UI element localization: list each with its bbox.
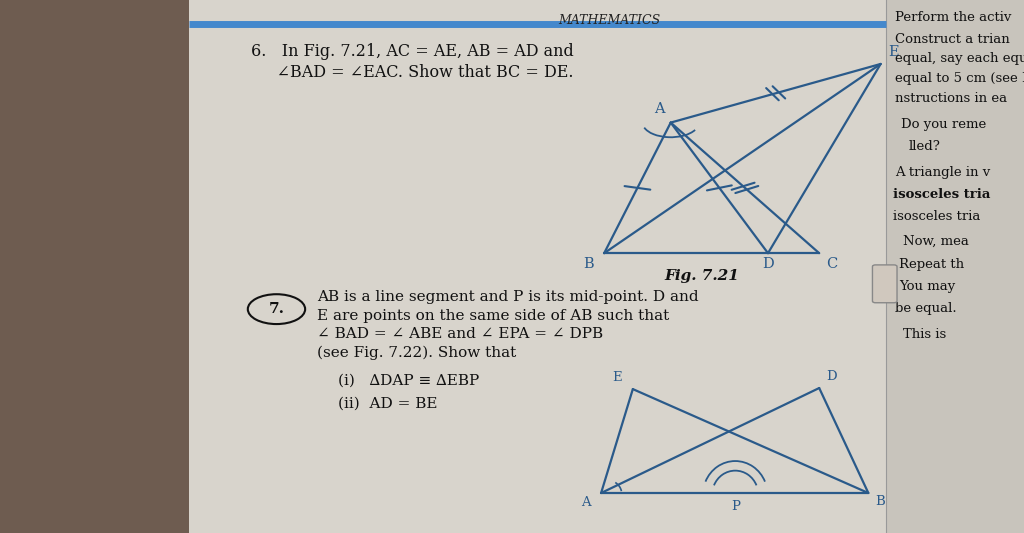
Text: ∠BAD = ∠EAC. Show that BC = DE.: ∠BAD = ∠EAC. Show that BC = DE. <box>251 64 573 82</box>
Text: E: E <box>612 371 622 384</box>
Text: equal, say each equa: equal, say each equa <box>895 52 1024 66</box>
Text: Perform the activ: Perform the activ <box>895 11 1012 25</box>
Text: A triangle in v: A triangle in v <box>895 166 990 179</box>
FancyBboxPatch shape <box>0 0 195 533</box>
Text: P: P <box>731 499 740 513</box>
Text: Now, mea: Now, mea <box>903 235 969 248</box>
Text: E are points on the same side of AB such that: E are points on the same side of AB such… <box>317 309 670 323</box>
Text: Fig. 7.21: Fig. 7.21 <box>664 269 739 283</box>
Text: lled?: lled? <box>908 140 940 154</box>
Text: D: D <box>826 370 837 383</box>
Text: AB is a line segment and P is its mid-point. D and: AB is a line segment and P is its mid-po… <box>317 290 699 304</box>
Text: E: E <box>888 45 898 59</box>
Text: nstructions in ea: nstructions in ea <box>895 92 1007 105</box>
FancyBboxPatch shape <box>189 0 886 533</box>
Text: B: B <box>584 257 594 271</box>
Text: B: B <box>876 495 886 508</box>
Text: ∠ BAD = ∠ ABE and ∠ EPA = ∠ DPB: ∠ BAD = ∠ ABE and ∠ EPA = ∠ DPB <box>317 327 603 342</box>
Text: This is: This is <box>903 328 946 342</box>
Text: (see Fig. 7.22). Show that: (see Fig. 7.22). Show that <box>317 346 517 360</box>
Text: equal to 5 cm (see F: equal to 5 cm (see F <box>895 72 1024 85</box>
Text: A: A <box>654 102 665 116</box>
Text: A: A <box>581 496 590 510</box>
Text: You may: You may <box>899 280 955 293</box>
Text: C: C <box>826 257 838 271</box>
Text: D: D <box>762 257 773 271</box>
Text: 7.: 7. <box>268 302 285 316</box>
Text: MATHEMATICS: MATHEMATICS <box>558 14 660 27</box>
Text: be equal.: be equal. <box>895 302 956 316</box>
Text: (i)   ∆DAP ≡ ∆EBP: (i) ∆DAP ≡ ∆EBP <box>338 374 479 388</box>
Text: (ii)  AD = BE: (ii) AD = BE <box>338 397 437 411</box>
Text: isosceles tria: isosceles tria <box>893 188 990 201</box>
Text: Do you reme: Do you reme <box>901 118 986 131</box>
FancyBboxPatch shape <box>886 0 1024 533</box>
Text: isosceles tria: isosceles tria <box>893 209 980 223</box>
Text: 6.   In Fig. 7.21, AC = AE, AB = AD and: 6. In Fig. 7.21, AC = AE, AB = AD and <box>251 43 573 60</box>
Text: Repeat th: Repeat th <box>899 257 965 271</box>
FancyBboxPatch shape <box>872 265 897 303</box>
Text: Construct a trian: Construct a trian <box>895 33 1010 46</box>
